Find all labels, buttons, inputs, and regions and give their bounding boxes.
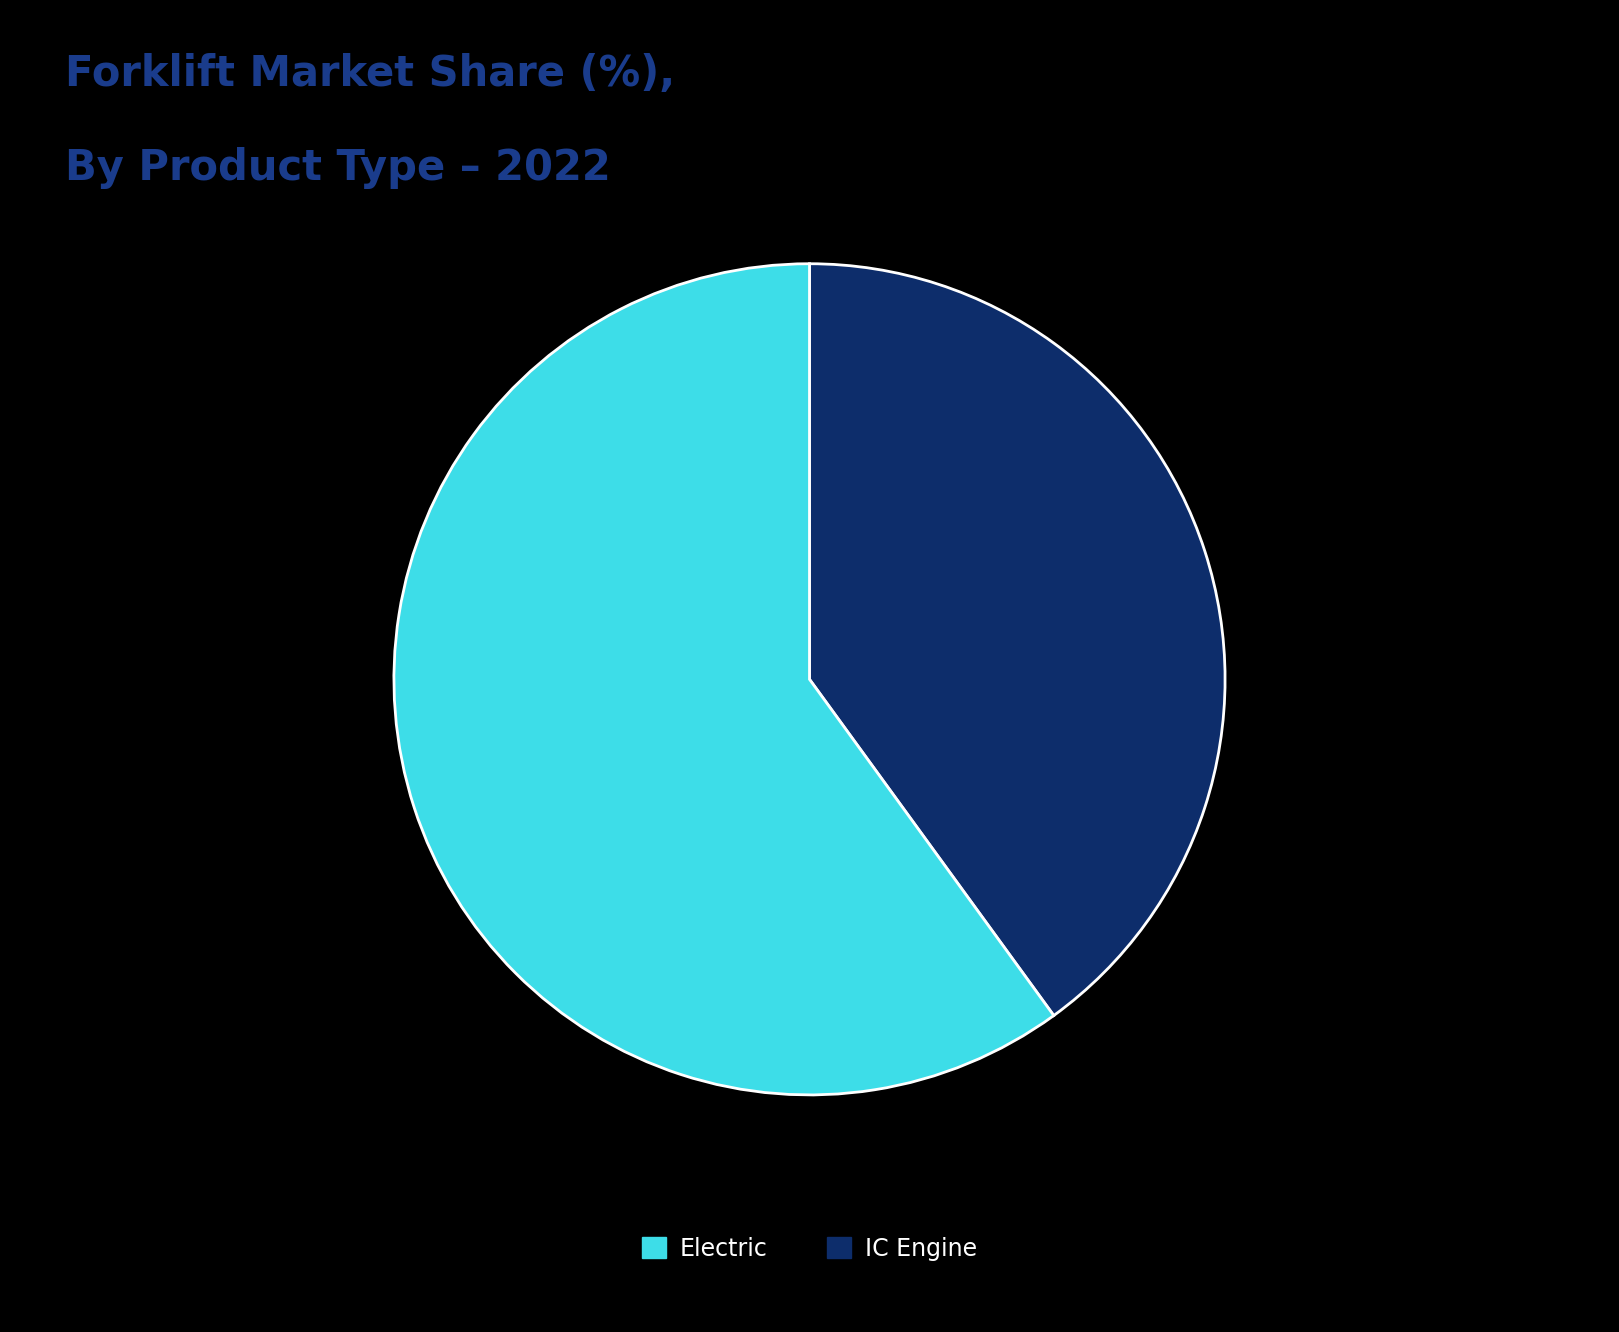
Text: Forklift Market Share (%),: Forklift Market Share (%), [65,53,675,96]
Legend: Electric, IC Engine: Electric, IC Engine [633,1227,986,1271]
Text: By Product Type – 2022: By Product Type – 2022 [65,147,610,189]
Wedge shape [393,264,1054,1095]
Wedge shape [810,264,1226,1015]
